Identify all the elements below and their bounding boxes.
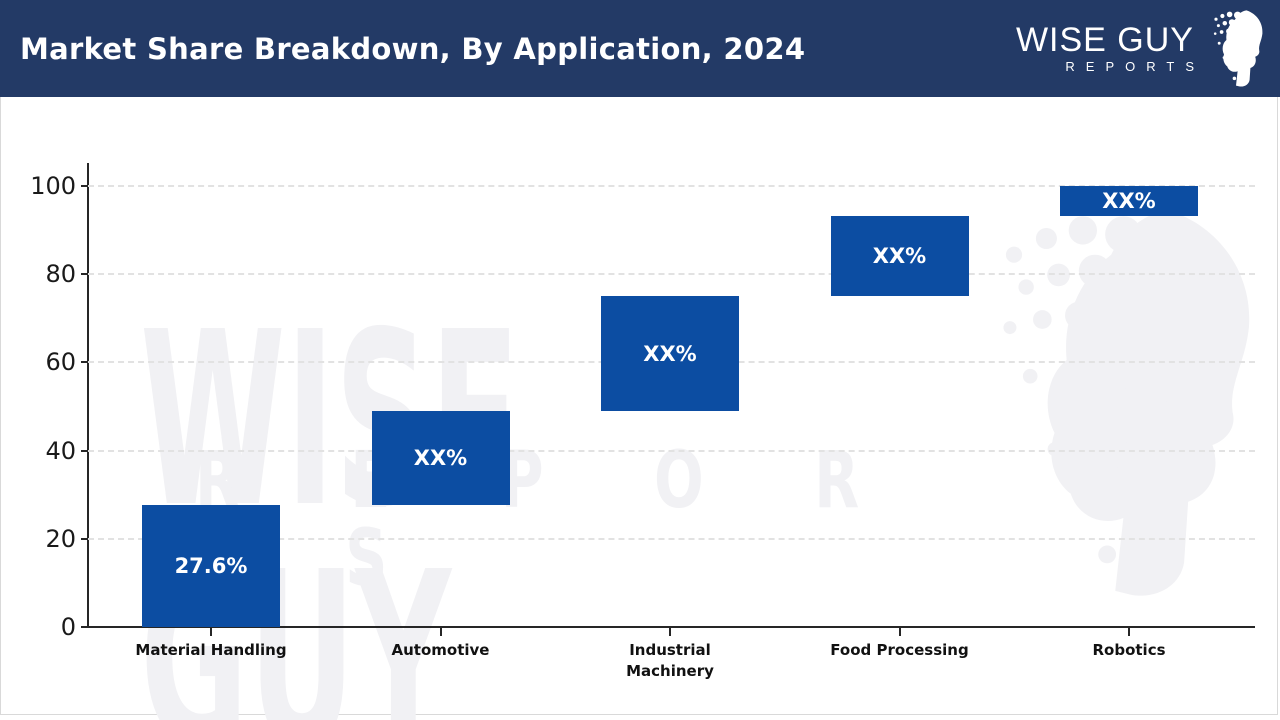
bar-industrial-machinery: XX%	[601, 296, 739, 411]
y-axis-tick	[81, 537, 88, 540]
bar-value-label: 27.6%	[174, 554, 248, 579]
bar-value-label: XX%	[1102, 188, 1156, 213]
bar-automotive: XX%	[371, 410, 510, 506]
x-axis-tick	[1128, 628, 1130, 636]
y-axis-tick	[81, 273, 88, 276]
brand-tagline: REPORTS	[1065, 59, 1205, 74]
y-tick-label: 40	[45, 436, 76, 465]
brand-name: WISE GUY	[1015, 21, 1194, 59]
gridline-20	[88, 537, 1255, 540]
watermark-head-logo	[1003, 210, 1250, 596]
x-tick-label-automotive: Automotive	[391, 641, 490, 659]
y-tick-label: 20	[45, 524, 76, 553]
bar-value-label: XX%	[872, 243, 927, 268]
y-tick-label: 80	[45, 260, 76, 289]
y-axis-line	[87, 163, 89, 628]
brand-logo-text: WISE GUY REPORTS	[1016, 21, 1194, 75]
y-axis-tick	[81, 449, 88, 452]
gridline-80	[88, 273, 1255, 276]
y-axis-tick	[81, 361, 88, 364]
x-axis-tick	[898, 628, 901, 636]
header-bar: Market Share Breakdown, By Application, …	[0, 0, 1280, 97]
x-tick-label-robotics: Robotics	[1092, 641, 1166, 659]
x-tick-label-food-processing: Food Processing	[830, 641, 969, 659]
gridline-40	[88, 449, 1255, 452]
brand-head-icon	[1213, 10, 1263, 87]
bar-value-label: XX%	[643, 341, 697, 366]
x-tick-label-material-handling: Material Handling	[135, 641, 287, 659]
page-title: Market Share Breakdown, By Application, …	[20, 31, 806, 66]
y-tick-label: 100	[30, 172, 76, 200]
x-tick-label-industrial-machinery: Industrial Machinery	[626, 641, 714, 680]
x-axis-tick	[669, 628, 671, 636]
y-axis-tick	[81, 626, 88, 628]
gridline-100	[88, 185, 1255, 187]
x-axis-tick	[210, 628, 212, 636]
bar-robotics: XX%	[1060, 186, 1198, 216]
y-axis-tick	[81, 185, 88, 187]
bar-food-processing: XX%	[830, 215, 969, 297]
y-tick-label: 0	[60, 613, 76, 641]
x-axis-line	[83, 626, 1255, 628]
bar-material-handling: 27.6%	[142, 505, 280, 627]
x-axis-tick	[439, 628, 442, 636]
brand-logo: WISE GUY REPORTS	[1016, 6, 1264, 90]
y-tick-label: 60	[45, 348, 76, 377]
bar-value-label: XX%	[413, 446, 468, 471]
